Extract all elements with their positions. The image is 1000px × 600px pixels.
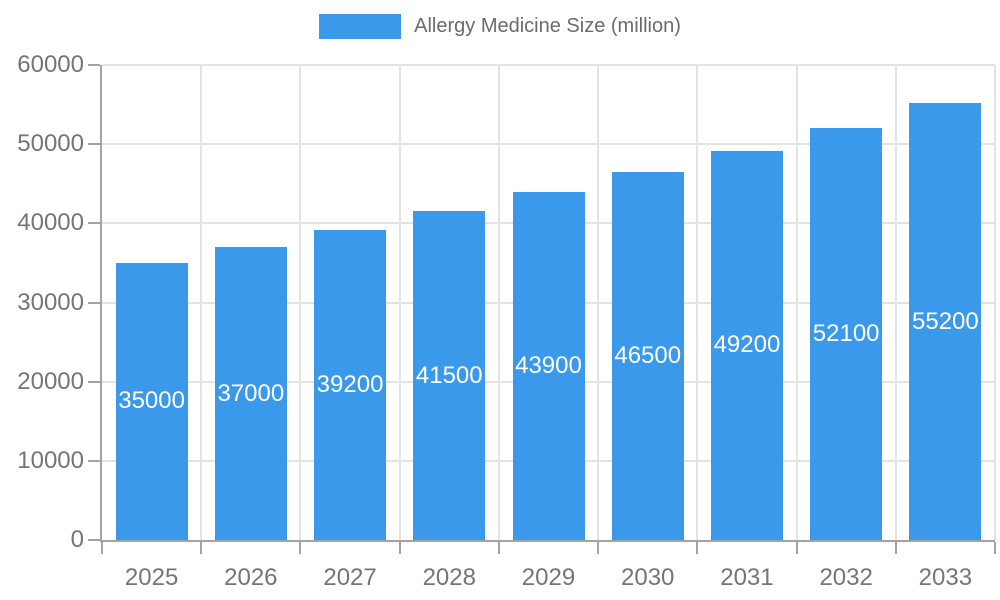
y-tick-label: 10000: [17, 446, 84, 474]
x-tick-label: 2033: [918, 564, 973, 591]
x-axis-tick: [200, 542, 203, 554]
bar-value-2028: 41500: [415, 361, 483, 389]
y-axis-tick: [88, 222, 100, 225]
gridline-vertical: [696, 65, 699, 540]
gridline-vertical: [200, 65, 203, 540]
x-axis-tick: [994, 542, 996, 554]
x-tick-label: 2029: [521, 564, 576, 591]
bar-value-2030: 46500: [614, 341, 682, 369]
bar-2032: [810, 127, 883, 540]
bar-2028: [413, 211, 486, 540]
legend[interactable]: Allergy Medicine Size (million): [0, 14, 1000, 39]
y-tick-label: 0: [70, 526, 84, 553]
y-axis-tick: [88, 380, 100, 383]
gridline-vertical: [894, 65, 897, 540]
bar-value-2031: 49200: [713, 331, 781, 359]
bar-2029: [512, 192, 585, 540]
x-tick-label: 2027: [323, 564, 377, 591]
gridline-vertical: [597, 65, 600, 540]
gridline-vertical: [994, 65, 996, 540]
x-axis-tick: [101, 542, 103, 554]
y-axis-tick: [88, 459, 100, 462]
x-tick-label: 2028: [422, 564, 476, 591]
legend-swatch: [319, 14, 402, 39]
y-axis-tick: [88, 539, 100, 541]
x-axis-tick: [795, 542, 798, 554]
bar-2026: [214, 247, 287, 540]
gridline-horizontal: [102, 143, 995, 146]
x-axis-line: [100, 540, 995, 542]
x-tick-label: 2031: [720, 564, 774, 591]
bar-value-2026: 37000: [217, 379, 285, 407]
x-tick-label: 2026: [224, 564, 278, 591]
bar-value-2033: 55200: [912, 307, 979, 335]
y-tick-label: 40000: [17, 209, 84, 237]
gridline-vertical: [299, 65, 302, 540]
x-tick-label: 2030: [621, 564, 675, 591]
bar-2025: [115, 262, 188, 540]
gridline-vertical: [398, 65, 401, 540]
x-tick-label: 2032: [819, 564, 873, 591]
x-axis-tick: [299, 542, 302, 554]
x-axis-tick: [894, 542, 897, 554]
y-tick-label: 60000: [17, 51, 84, 78]
y-axis-tick: [88, 301, 100, 304]
bar-value-2027: 39200: [316, 370, 384, 398]
x-axis-tick: [696, 542, 699, 554]
x-axis-tick: [497, 542, 500, 554]
y-tick-label: 20000: [17, 367, 84, 395]
gridline-vertical: [497, 65, 500, 540]
x-axis-tick: [398, 542, 401, 554]
bar-2027: [314, 229, 387, 540]
y-tick-label: 30000: [17, 288, 84, 316]
x-axis-tick: [597, 542, 600, 554]
bar-value-2032: 52100: [812, 319, 880, 347]
bar-2031: [710, 150, 783, 540]
y-axis-tick: [88, 143, 100, 146]
y-axis-tick: [88, 64, 100, 66]
legend-label: Allergy Medicine Size (million): [414, 15, 681, 37]
y-tick-label: 50000: [17, 130, 84, 158]
bar-2033: [909, 103, 982, 540]
y-axis-line: [100, 65, 102, 542]
x-tick-label: 2025: [124, 564, 179, 591]
bar-2030: [611, 171, 684, 540]
gridline-horizontal: [102, 64, 995, 66]
gridline-vertical: [795, 65, 798, 540]
plot-area: 35000 37000 39200 41500 43900 46500 49200 52100…: [88, 64, 996, 554]
bar-value-2029: 43900: [515, 352, 582, 380]
bar-value-2025: 35000: [118, 387, 185, 415]
